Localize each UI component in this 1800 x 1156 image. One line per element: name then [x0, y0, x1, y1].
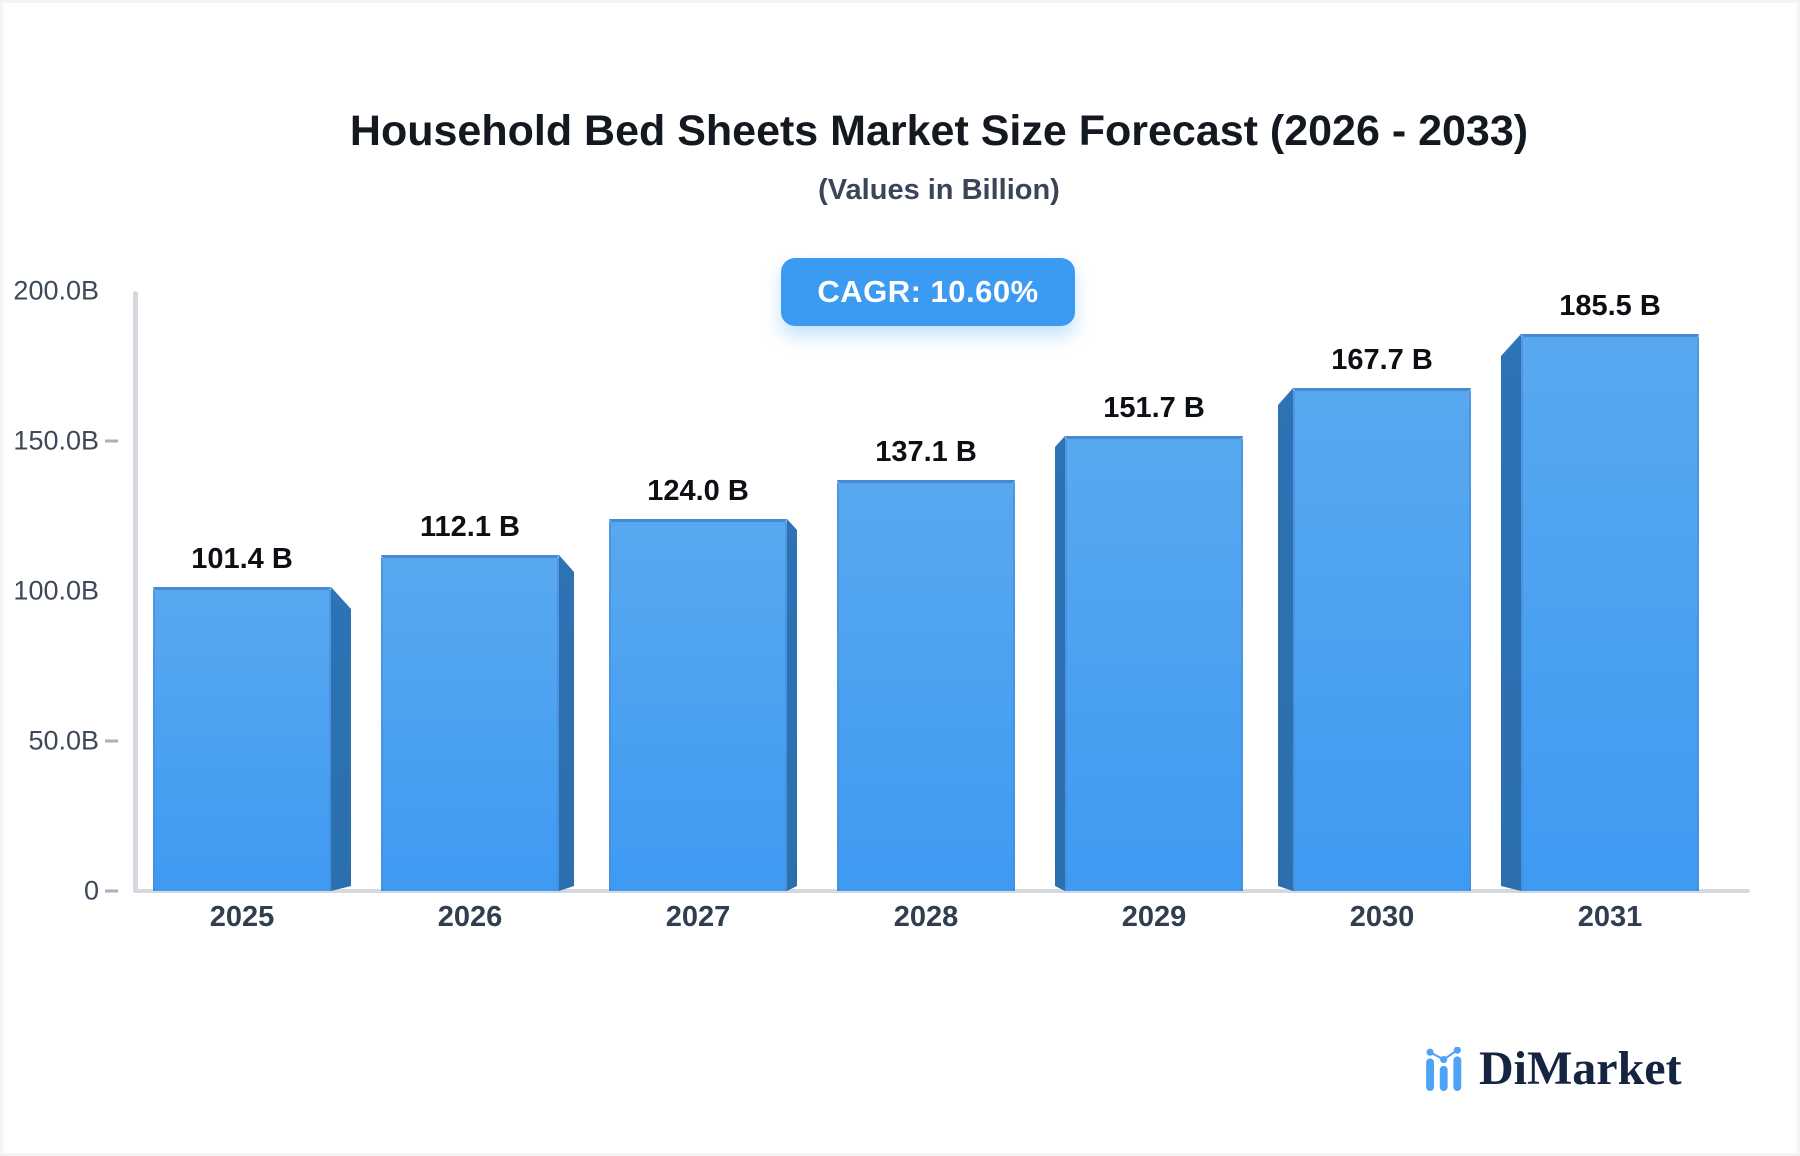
bar-2028[interactable] [837, 480, 1015, 891]
bar-chart-sparkline-icon [1426, 1046, 1462, 1091]
x-axis-label-2031: 2031 [1577, 901, 1643, 933]
brand-logo-text: DiMarket [1479, 1042, 1682, 1095]
bar-3d-side [331, 587, 351, 891]
bar-2026[interactable] [381, 555, 559, 891]
bar-value-label: 112.1 B [420, 511, 520, 543]
bar-3d-side [787, 519, 797, 891]
y-axis-tick [105, 889, 118, 893]
y-axis-label: 200.0B [13, 275, 99, 306]
bar-2029[interactable] [1065, 436, 1243, 891]
x-axis-label-2027: 2027 [665, 901, 731, 933]
x-axis-label-2029: 2029 [1121, 901, 1187, 933]
bar-value-label: 151.7 B [1103, 392, 1205, 424]
y-axis-line [133, 291, 138, 891]
bar-value-label: 101.4 B [191, 543, 293, 575]
x-axis-label-2028: 2028 [893, 901, 959, 933]
bar-3d-side [1501, 334, 1521, 891]
y-axis-label: 50.0B [28, 725, 99, 756]
chart-subtitle: (Values in Billion) [818, 174, 1060, 206]
bar-2031[interactable] [1521, 334, 1699, 891]
y-axis-tick [105, 439, 118, 443]
bar-2030[interactable] [1293, 388, 1471, 891]
y-axis-label: 100.0B [13, 575, 99, 606]
bar-3d-side [1278, 388, 1293, 891]
cagr-badge: CAGR: 10.60% [781, 258, 1075, 326]
x-axis-label-2030: 2030 [1349, 901, 1415, 933]
x-axis-label-2026: 2026 [437, 901, 503, 933]
y-axis-tick [105, 739, 118, 743]
bar-3d-side [559, 555, 574, 891]
bar-value-label: 137.1 B [875, 436, 977, 468]
bar-2025[interactable] [153, 587, 331, 891]
x-axis-label-2025: 2025 [209, 901, 275, 933]
bar-value-label: 167.7 B [1331, 344, 1433, 376]
chart-title: Household Bed Sheets Market Size Forecas… [349, 107, 1529, 155]
chart-header: Household Bed Sheets Market Size Forecas… [133, 107, 1745, 207]
x-axis-line [133, 889, 1750, 893]
bar-value-label: 185.5 B [1559, 290, 1661, 322]
bar-value-label: 124.0 B [647, 475, 749, 507]
bar-2027[interactable] [609, 519, 787, 891]
y-axis-label: 150.0B [13, 425, 99, 456]
bar-3d-side [1055, 436, 1065, 891]
cagr-badge-label: CAGR: 10.60% [817, 274, 1039, 309]
brand-logo: DiMarket [1425, 1041, 1682, 1096]
y-axis-label: 0 [83, 875, 99, 906]
